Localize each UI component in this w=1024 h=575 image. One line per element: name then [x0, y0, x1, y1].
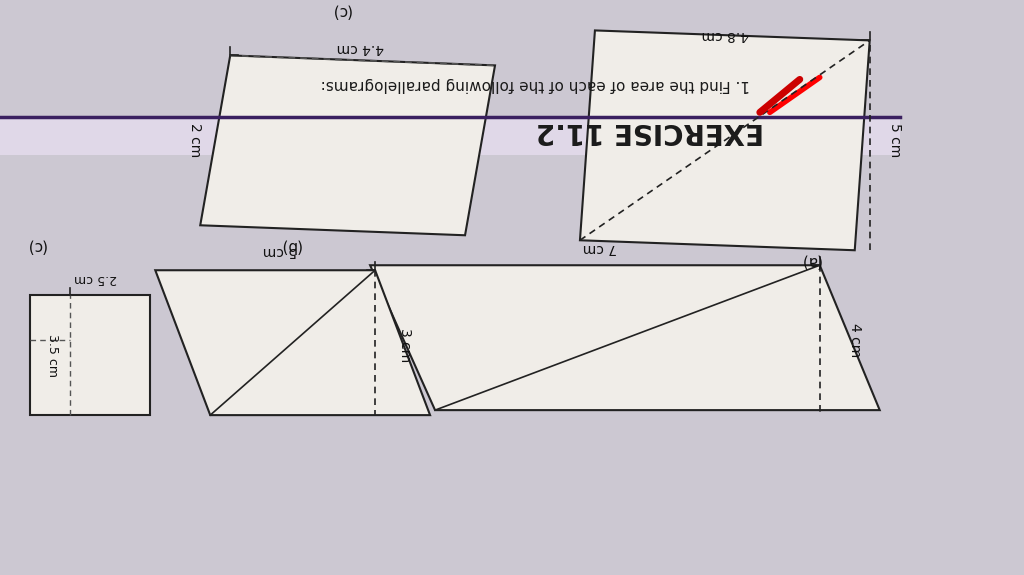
Text: 2 cm: 2 cm [188, 123, 203, 158]
Text: 3.5 cm: 3.5 cm [46, 334, 58, 377]
Text: 4.8 cm: 4.8 cm [701, 28, 749, 43]
Text: (b): (b) [280, 238, 301, 253]
Text: 5 cm: 5 cm [263, 244, 297, 258]
Text: 7 cm: 7 cm [583, 242, 617, 255]
Text: 2.5 cm: 2.5 cm [74, 272, 117, 285]
Text: 1. Find the area of each of the following parallelograms:: 1. Find the area of each of the followin… [321, 78, 750, 93]
Text: (c): (c) [26, 238, 45, 253]
Polygon shape [370, 265, 880, 410]
FancyBboxPatch shape [0, 117, 900, 155]
Polygon shape [31, 295, 151, 415]
Text: EXERCISE 11.2: EXERCISE 11.2 [536, 117, 764, 145]
Text: 3 cm: 3 cm [398, 328, 412, 362]
Text: 4 cm: 4 cm [848, 323, 862, 357]
Text: 4.4 cm: 4.4 cm [337, 41, 384, 55]
Polygon shape [156, 270, 430, 415]
Text: (c): (c) [330, 3, 350, 18]
Polygon shape [201, 55, 495, 235]
Polygon shape [580, 30, 869, 250]
Text: (a): (a) [799, 253, 820, 269]
Text: 5 cm: 5 cm [888, 123, 902, 158]
